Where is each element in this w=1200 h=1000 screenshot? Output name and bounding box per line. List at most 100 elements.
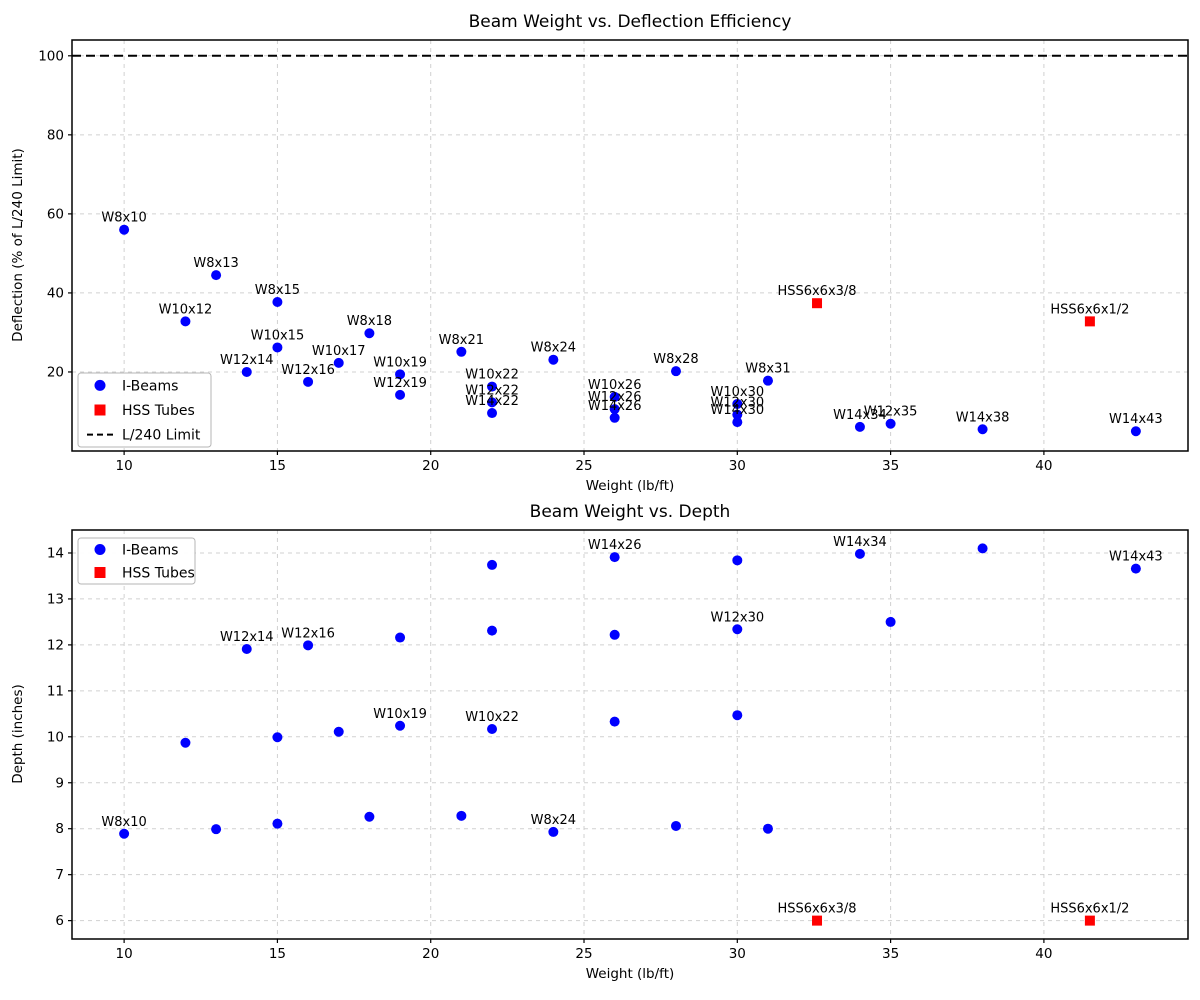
legend-marker-square bbox=[94, 404, 106, 416]
data-point-W8x10 bbox=[119, 224, 130, 235]
data-point-W10x15 bbox=[272, 342, 283, 353]
point-label-W8x13: W8x13 bbox=[193, 256, 238, 271]
point-label-W10x17: W10x17 bbox=[312, 344, 366, 359]
point-label-W10x15: W10x15 bbox=[251, 328, 305, 343]
data-point-W14x30 bbox=[732, 555, 743, 566]
data-point-W10x22 bbox=[487, 723, 498, 734]
data-point-W12x26 bbox=[609, 404, 620, 415]
data-point-W14x34 bbox=[854, 421, 865, 432]
data-point-W8x15 bbox=[272, 297, 283, 308]
point-label-W12x30: W12x30 bbox=[710, 610, 764, 625]
point-label-W10x22: W10x22 bbox=[465, 710, 519, 725]
point-label-W10x19: W10x19 bbox=[373, 707, 427, 722]
point-label-HSS6x6x1/2: HSS6x6x1/2 bbox=[1050, 302, 1129, 317]
point-label-W14x26: W14x26 bbox=[588, 399, 642, 414]
data-point-W8x13 bbox=[211, 270, 222, 281]
data-point-W12x35 bbox=[885, 418, 896, 429]
x-tick-label: 35 bbox=[882, 458, 899, 474]
data-point-W14x38 bbox=[977, 543, 988, 554]
data-point-W14x22 bbox=[487, 559, 498, 570]
data-point-W10x19 bbox=[395, 720, 406, 731]
data-point-HSS6x6x1/2 bbox=[1084, 915, 1095, 926]
legend-label: I-Beams bbox=[122, 543, 178, 559]
data-point-W8x28 bbox=[670, 820, 681, 831]
chart-weight-vs-depth: Beam Weight vs. Depth Weight (lb/ft) Dep… bbox=[10, 502, 1189, 982]
data-point-HSS6x6x1/2 bbox=[1084, 316, 1095, 327]
point-label-W14x22: W14x22 bbox=[465, 394, 519, 409]
y-tick-label: 6 bbox=[55, 913, 64, 929]
data-point-W10x26 bbox=[609, 716, 620, 727]
legend-box bbox=[77, 372, 212, 448]
y-tick-label: 100 bbox=[38, 48, 64, 64]
data-point-W8x28 bbox=[670, 366, 681, 377]
data-point-W8x31 bbox=[762, 375, 773, 386]
point-label-W14x43: W14x43 bbox=[1109, 412, 1163, 427]
point-label-W8x21: W8x21 bbox=[439, 333, 484, 348]
y-tick-label: 11 bbox=[47, 683, 64, 699]
point-label-W10x26: W10x26 bbox=[588, 378, 642, 393]
x-tick-label: 30 bbox=[729, 458, 746, 474]
data-point-W14x26 bbox=[609, 412, 620, 423]
x-tick-label: 15 bbox=[269, 458, 286, 474]
data-point-W14x43 bbox=[1130, 563, 1141, 574]
data-point-W12x14 bbox=[241, 644, 252, 655]
x-axis-label: Weight (lb/ft) bbox=[586, 478, 675, 494]
point-label-W12x14: W12x14 bbox=[220, 353, 274, 368]
data-point-W12x22 bbox=[487, 397, 498, 408]
legend: I-Beams HSS Tubes bbox=[77, 537, 196, 585]
data-point-W14x43 bbox=[1130, 426, 1141, 437]
x-tick-label: 10 bbox=[116, 946, 133, 962]
legend-marker-circle bbox=[94, 544, 106, 555]
y-axis-label: Depth (inches) bbox=[10, 684, 26, 784]
data-point-W14x34 bbox=[854, 548, 865, 559]
data-point-W12x22 bbox=[487, 625, 498, 636]
point-label-W10x12: W10x12 bbox=[159, 302, 213, 317]
point-label-W10x19: W10x19 bbox=[373, 355, 427, 370]
point-label-W14x30: W14x30 bbox=[710, 403, 764, 418]
data-point-W10x12 bbox=[180, 737, 191, 748]
data-point-W10x30 bbox=[732, 710, 743, 721]
y-tick-label: 7 bbox=[55, 867, 64, 883]
point-label-W8x31: W8x31 bbox=[745, 362, 790, 377]
data-point-W10x15 bbox=[272, 732, 283, 743]
point-label-W12x16: W12x16 bbox=[281, 363, 335, 378]
data-point-W12x30 bbox=[732, 409, 743, 420]
data-point-W8x21 bbox=[456, 346, 467, 357]
x-tick-label: 30 bbox=[729, 946, 746, 962]
data-point-W10x17 bbox=[333, 726, 344, 737]
x-tick-label: 15 bbox=[269, 946, 286, 962]
data-point-W12x16 bbox=[303, 640, 314, 651]
point-label-W14x43: W14x43 bbox=[1109, 550, 1163, 565]
data-point-W14x38 bbox=[977, 424, 988, 435]
point-label-W8x28: W8x28 bbox=[653, 352, 698, 367]
legend-label: HSS Tubes bbox=[122, 566, 195, 582]
data-point-W10x22 bbox=[487, 381, 498, 392]
x-tick-label: 10 bbox=[116, 458, 133, 474]
point-label-W14x38: W14x38 bbox=[956, 410, 1010, 425]
data-point-W10x26 bbox=[609, 391, 620, 402]
point-label-W8x15: W8x15 bbox=[255, 283, 300, 298]
data-point-W12x16 bbox=[303, 376, 314, 387]
data-point-W14x26 bbox=[609, 552, 620, 563]
point-label-W8x10: W8x10 bbox=[101, 815, 146, 830]
point-label-W12x14: W12x14 bbox=[220, 630, 274, 645]
point-label-W12x26: W12x26 bbox=[588, 390, 642, 405]
data-point-W14x22 bbox=[487, 408, 498, 419]
legend-marker-circle bbox=[94, 379, 106, 391]
x-tick-label: 20 bbox=[422, 946, 439, 962]
axes-spines bbox=[71, 529, 1189, 940]
y-tick-label: 8 bbox=[55, 821, 64, 837]
point-label-W8x10: W8x10 bbox=[101, 211, 146, 226]
point-label-W14x34: W14x34 bbox=[833, 408, 887, 423]
y-axis-label: Deflection (% of L/240 Limit) bbox=[10, 148, 26, 342]
data-point-W10x17 bbox=[333, 357, 344, 368]
plot-area: W8x10 W10x12 W8x13 W12x14 W8x15 W10x15 W12x16 W… bbox=[38, 39, 1189, 474]
x-tick-label: 35 bbox=[882, 946, 899, 962]
chart-weight-vs-deflection: Beam Weight vs. Deflection Efficiency We… bbox=[10, 12, 1189, 494]
legend-label: I-Beams bbox=[122, 378, 178, 394]
x-tick-label: 40 bbox=[1035, 458, 1052, 474]
legend-marker-square bbox=[94, 567, 106, 578]
data-point-W8x18 bbox=[364, 328, 375, 339]
data-point-W8x13 bbox=[211, 824, 222, 835]
